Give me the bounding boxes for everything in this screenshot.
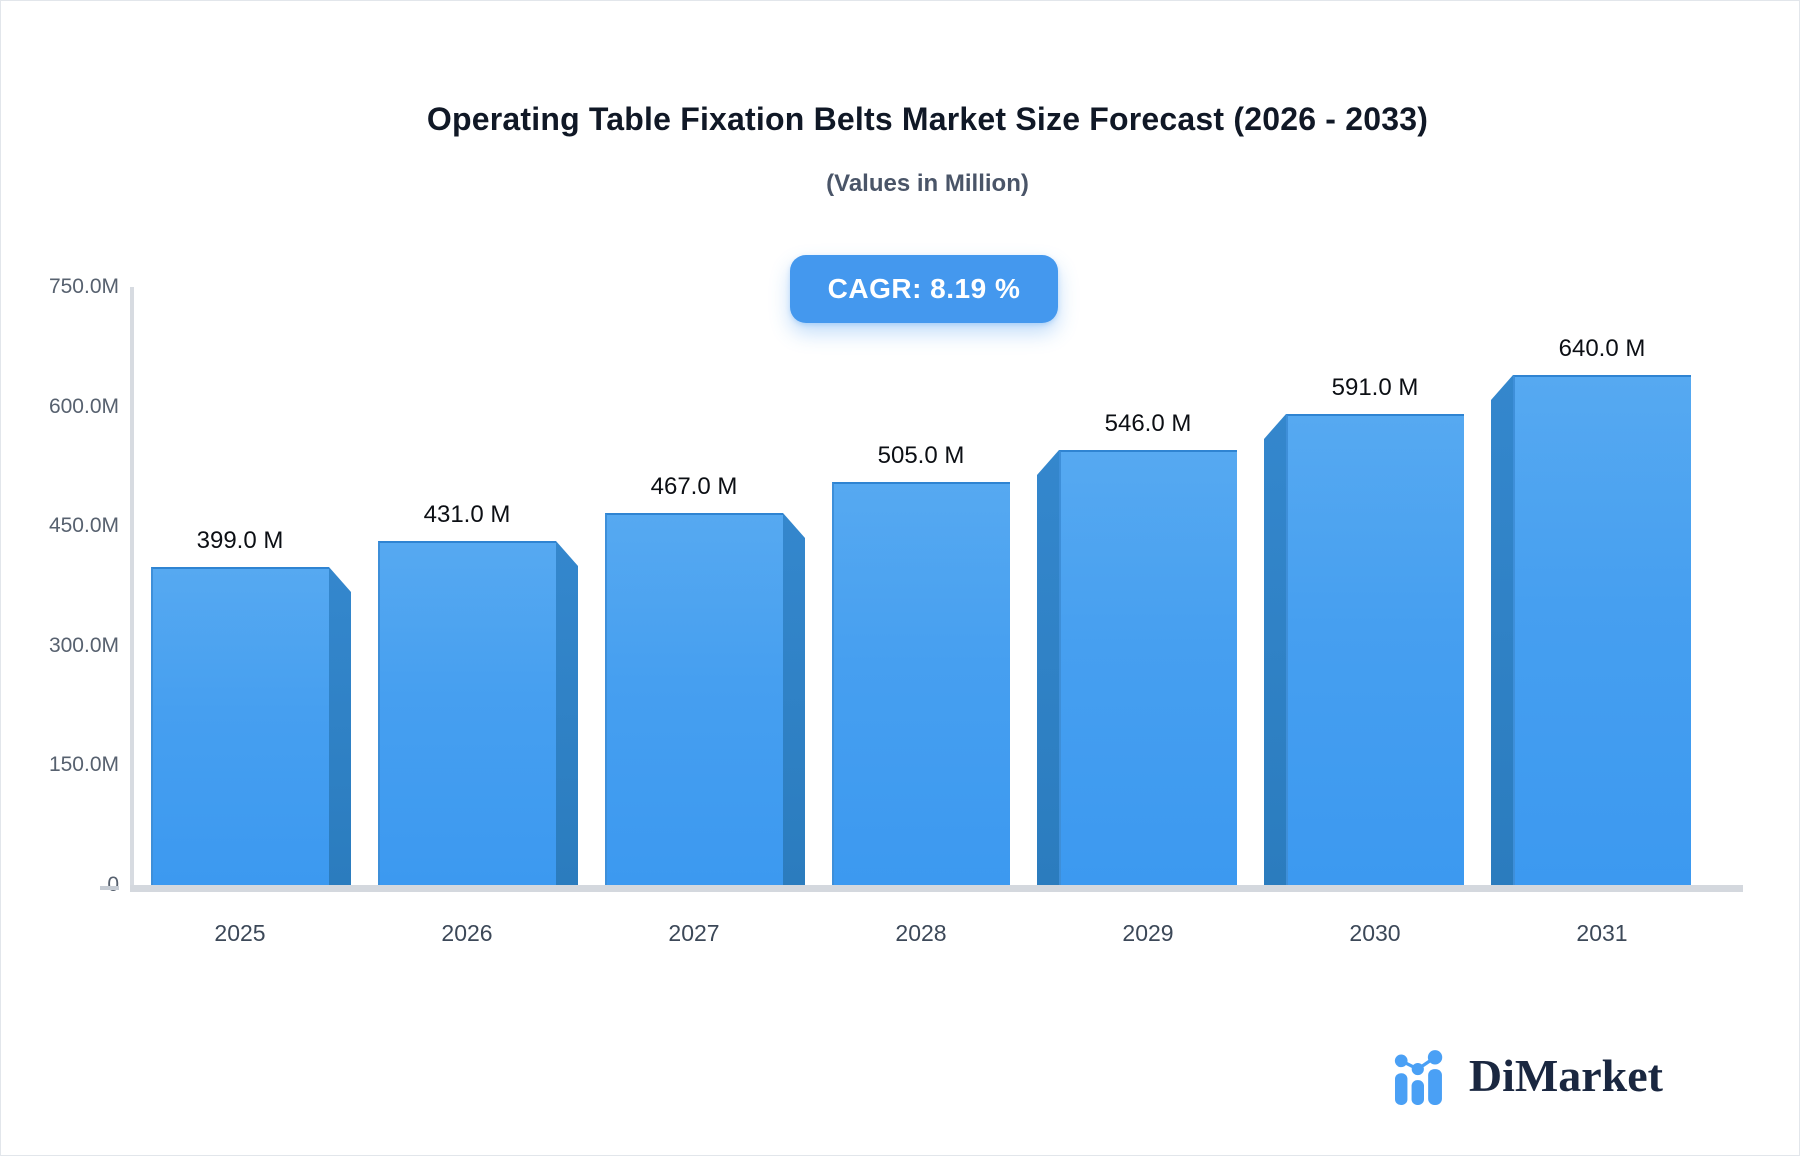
chart-subtitle: (Values in Million) (826, 170, 1029, 197)
bar-side-face-2029 (1037, 450, 1059, 885)
bar-side-face-2030 (1264, 414, 1286, 885)
bar-value-label-2030: 591.0 M (1331, 374, 1419, 401)
y-tick-450.0M: 450.0M (48, 514, 119, 538)
bar-2025[interactable] (151, 567, 329, 885)
bar-2031[interactable] (1513, 375, 1691, 885)
x-tick-2026: 2026 (441, 920, 493, 946)
bar-2030[interactable] (1286, 414, 1464, 885)
y-tick-0: 0 (107, 873, 119, 896)
y-tick-600.0M: 600.0M (48, 394, 119, 418)
bar-side-face-2031 (1491, 375, 1513, 885)
x-tick-2025: 2025 (214, 920, 266, 946)
bar-2029[interactable] (1059, 450, 1237, 885)
x-tick-2029: 2029 (1122, 920, 1174, 946)
cagr-badge: CAGR: 8.19 % (790, 255, 1058, 323)
bar-2027[interactable] (605, 513, 783, 885)
bar-value-label-2029: 546.0 M (1104, 410, 1192, 437)
brand-logo: DiMarket (1393, 1047, 1663, 1105)
chart-title: Operating Table Fixation Belts Market Si… (426, 101, 1429, 137)
bar-side-face-2026 (556, 541, 578, 885)
bar-value-label-2026: 431.0 M (423, 501, 511, 528)
bar-2026[interactable] (378, 541, 556, 885)
y-tick-300.0M: 300.0M (48, 633, 119, 657)
bar-value-label-2025: 399.0 M (196, 527, 284, 554)
bar-chart-dots-icon (1394, 1050, 1443, 1105)
x-axis-baseline (130, 885, 1743, 892)
bar-2028[interactable] (832, 482, 1010, 885)
bar-side-face-2025 (329, 567, 351, 885)
bar-value-label-2027: 467.0 M (650, 473, 738, 500)
x-tick-2031: 2031 (1576, 920, 1628, 946)
y-tick-zero-dash (100, 886, 119, 890)
y-axis-line (130, 287, 134, 892)
x-tick-2030: 2030 (1349, 920, 1401, 946)
x-tick-2028: 2028 (895, 920, 947, 946)
bar-side-face-2027 (783, 513, 805, 885)
y-tick-750.0M: 750.0M (48, 275, 119, 298)
brand-name: DiMarket (1468, 1050, 1663, 1101)
y-tick-150.0M: 150.0M (48, 753, 119, 777)
bar-value-label-2031: 640.0 M (1558, 335, 1646, 362)
bar-value-label-2028: 505.0 M (877, 442, 965, 469)
x-tick-2027: 2027 (668, 920, 720, 946)
